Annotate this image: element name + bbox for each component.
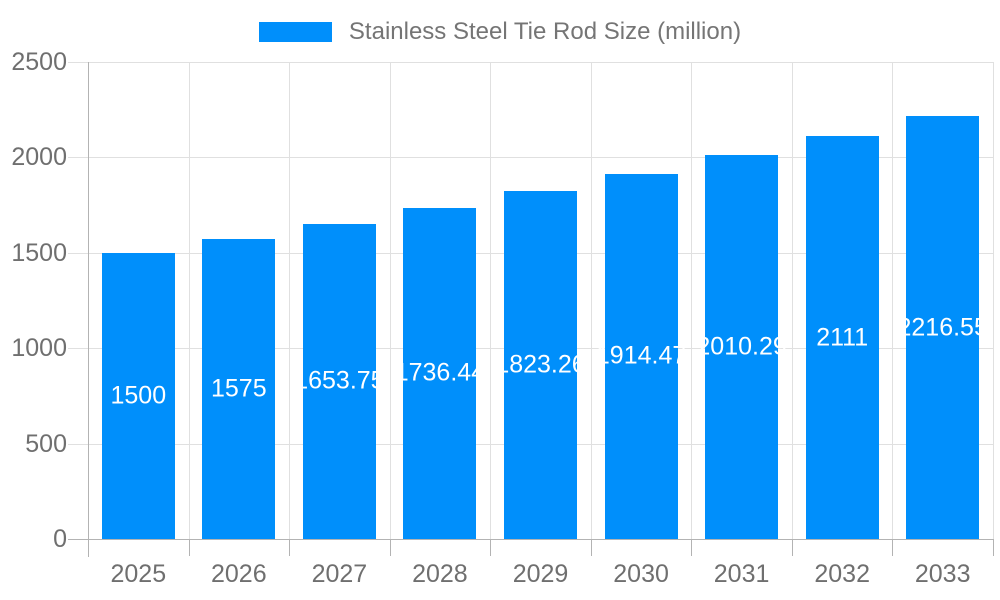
bar-value-label: 1653.75 (294, 366, 385, 395)
x-gridline (289, 62, 290, 539)
bar-value-label: 2216.55 (897, 313, 988, 341)
bar[interactable] (604, 173, 678, 539)
x-axis-tick (792, 539, 793, 556)
y-axis-tick-label: 1500 (11, 239, 67, 267)
legend-label: Stainless Steel Tie Rod Size (million) (348, 18, 742, 45)
x-axis-tick-label: 2025 (110, 560, 167, 588)
y-axis-tick-label: 1000 (11, 334, 67, 362)
y-axis-tick-label: 0 (53, 525, 67, 553)
x-axis-tick (390, 539, 391, 556)
y-axis-tick-label: 2000 (11, 143, 67, 171)
x-gridline (993, 62, 994, 539)
x-axis-tick-label: 2032 (814, 560, 870, 588)
legend-color-swatch (258, 22, 332, 42)
x-axis-tick (490, 539, 491, 556)
bar-value-label: 2010.29 (696, 332, 787, 361)
x-axis-tick (289, 539, 290, 556)
x-gridline (390, 62, 391, 539)
legend[interactable]: Stainless Steel Tie Rod Size (million) (0, 8, 1000, 56)
bar-value-label: 2111 (816, 323, 869, 352)
x-axis-line (68, 539, 993, 540)
x-gridline (591, 62, 592, 539)
bar-value-label: 1736.44 (394, 358, 486, 387)
x-axis-tick-label: 2033 (914, 560, 971, 588)
x-gridline (792, 62, 793, 539)
bar-value-label: 1575 (210, 374, 267, 403)
y-axis-line (88, 62, 89, 557)
bar[interactable] (403, 207, 477, 539)
x-axis-tick-label: 2030 (613, 560, 669, 588)
bar-value-label: 1823.26 (495, 350, 586, 379)
y-axis-tick-label: 500 (25, 430, 67, 458)
x-gridline (892, 62, 893, 539)
x-axis-tick-label: 2027 (311, 560, 368, 588)
x-axis-tick (892, 539, 893, 556)
bar[interactable] (504, 191, 577, 539)
x-axis-tick (691, 539, 692, 556)
bar[interactable] (101, 252, 175, 539)
bar-value-label: 1914.47 (595, 341, 687, 370)
x-axis-tick-label: 2029 (512, 560, 569, 588)
x-axis-tick-label: 2028 (412, 560, 468, 588)
bar[interactable] (202, 238, 276, 539)
bar[interactable] (805, 136, 879, 539)
x-axis-tick (993, 539, 994, 556)
x-axis-tick-label: 2031 (713, 560, 770, 588)
y-gridline (68, 62, 993, 63)
x-gridline (691, 62, 692, 539)
y-axis-tick-label: 2500 (11, 48, 67, 76)
bar[interactable] (302, 223, 376, 539)
bar[interactable] (705, 155, 779, 539)
x-axis-tick (189, 539, 190, 556)
bar[interactable] (906, 116, 980, 539)
bar-value-label: 1500 (110, 381, 167, 410)
x-axis-tick (591, 539, 592, 556)
x-gridline (490, 62, 491, 539)
x-gridline (189, 62, 190, 539)
x-axis-tick-label: 2026 (210, 560, 267, 588)
